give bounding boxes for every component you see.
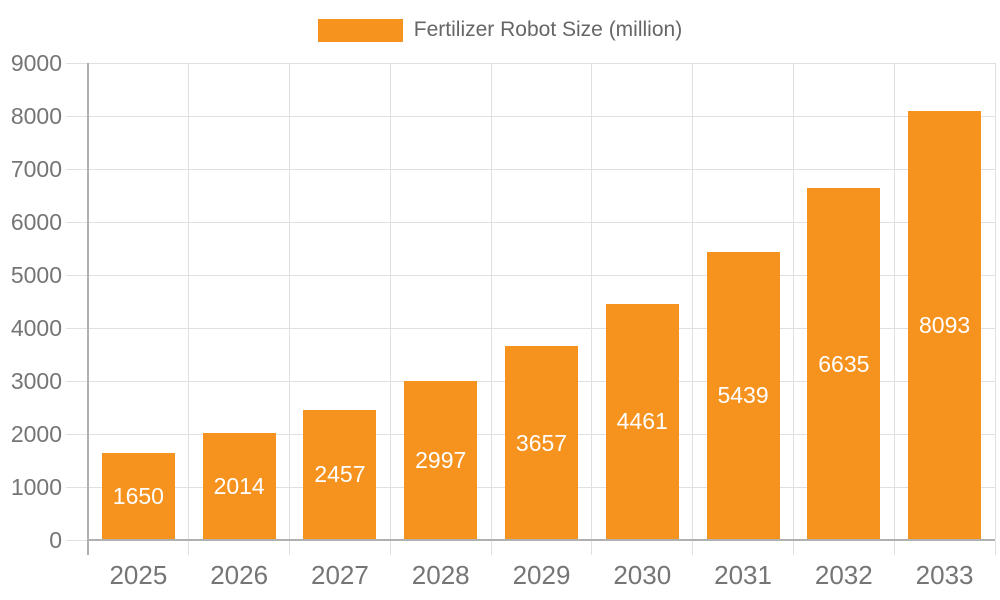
x-axis-label: 2030 [613,560,672,590]
x-axis-tick [591,541,593,555]
y-gridline [88,327,995,329]
x-gridline [490,63,492,540]
x-axis-label: 2026 [210,560,269,590]
x-gridline [893,63,895,540]
x-axis-tick [389,541,391,555]
bar[interactable] [202,433,276,540]
y-axis-label: 0 [49,526,62,553]
legend-swatch-icon [317,18,403,42]
x-axis-label: 2032 [814,560,873,590]
bar[interactable] [807,188,881,540]
y-axis-tick [66,433,88,435]
x-axis-tick [893,541,895,555]
x-gridline [792,63,794,540]
x-axis-tick [692,541,694,555]
y-gridline [88,168,995,170]
y-axis-tick [66,62,88,64]
bar[interactable] [101,452,175,540]
bar[interactable] [404,381,478,540]
y-axis-label: 4000 [10,314,62,341]
y-axis-tick [66,486,88,488]
x-gridline [188,63,190,540]
y-axis-label: 9000 [10,49,62,76]
bar[interactable] [505,346,578,540]
y-axis-label: 2000 [10,420,62,447]
x-axis-tick [994,541,996,555]
y-axis-tick [66,380,88,382]
bar[interactable] [706,251,780,540]
x-axis-tick [792,541,794,555]
legend-item[interactable]: Fertilizer Robot Size (million) [0,18,1000,42]
bar[interactable] [605,303,679,540]
x-axis-label: 2025 [109,560,168,590]
y-axis-line [87,63,89,555]
x-axis-tick [490,541,492,555]
y-gridline [88,62,995,64]
x-axis-label: 2031 [714,560,772,590]
bar[interactable] [908,111,982,540]
y-axis-tick [66,539,88,541]
y-axis-tick [66,221,88,223]
x-axis-tick [289,541,291,555]
y-axis-label: 3000 [10,367,62,394]
x-gridline [692,63,694,540]
x-axis-label: 2027 [311,560,369,590]
legend-label: Fertilizer Robot Size (million) [413,18,683,41]
y-axis-label: 1000 [10,473,62,500]
y-axis-label: 6000 [10,208,62,235]
x-gridline [389,63,391,540]
x-axis-label: 2028 [411,560,470,590]
y-gridline [88,115,995,117]
x-gridline [289,63,291,540]
y-axis-label: 8000 [10,102,62,129]
x-axis-tick [188,541,190,555]
bar[interactable] [303,409,377,540]
y-axis-tick [66,327,88,329]
x-axis-label: 2033 [915,560,974,590]
x-axis-label: 2029 [512,560,571,590]
y-axis-tick [66,115,88,117]
x-gridline [591,63,593,540]
y-gridline [88,221,995,223]
y-gridline [88,274,995,276]
y-axis-tick [66,168,88,170]
y-axis-tick [66,274,88,276]
y-axis-label: 7000 [10,155,62,182]
x-gridline [994,63,996,540]
x-axis-line [88,539,995,541]
y-axis-label: 5000 [10,261,62,288]
